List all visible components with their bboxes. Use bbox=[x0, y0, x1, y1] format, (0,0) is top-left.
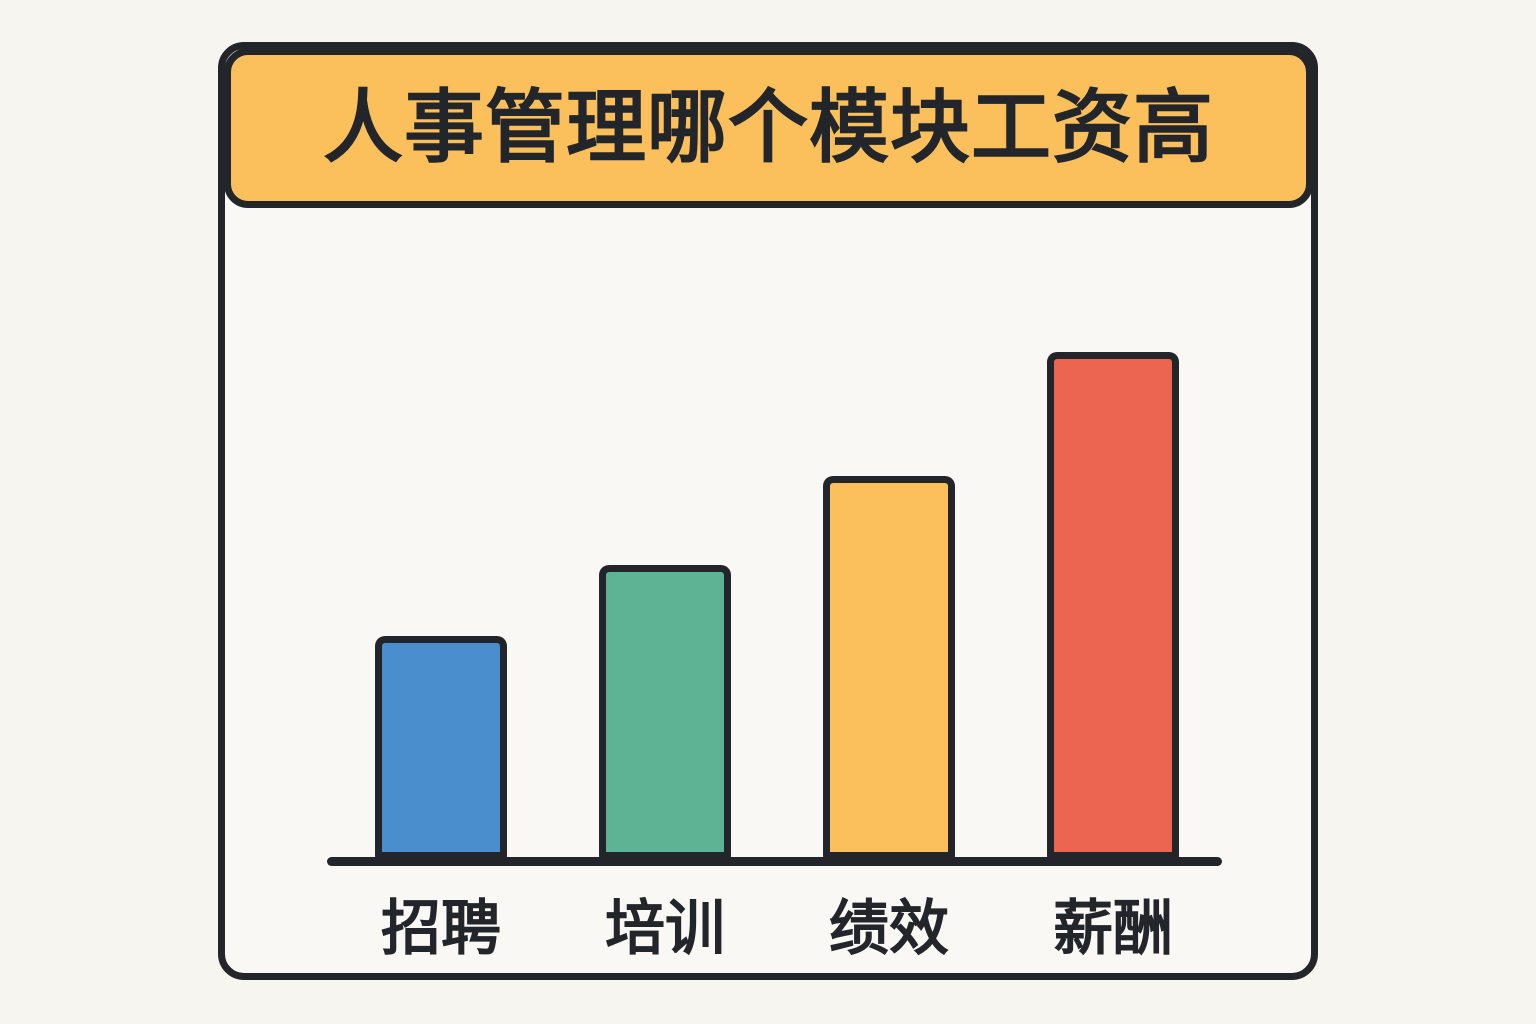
infographic-card: 人事管理哪个模块工资高 招聘 培训 绩效 薪酬 bbox=[218, 42, 1318, 980]
bar-chart: 招聘 培训 绩效 薪酬 bbox=[225, 209, 1311, 973]
card-header-banner: 人事管理哪个模块工资高 bbox=[224, 48, 1313, 208]
bar-label-3: 绩效 bbox=[829, 895, 949, 962]
bar-label-1: 招聘 bbox=[381, 895, 501, 962]
chart-baseline-axis bbox=[327, 857, 1222, 866]
page-title: 人事管理哪个模块工资高 bbox=[323, 83, 1214, 172]
bar-3 bbox=[823, 476, 955, 859]
bar-label-2: 培训 bbox=[605, 895, 725, 962]
bar-label-4: 薪酬 bbox=[1053, 895, 1173, 962]
bar-1 bbox=[375, 636, 507, 859]
bar-2 bbox=[599, 565, 731, 859]
chart-bars-layer: 招聘 培训 绩效 薪酬 bbox=[225, 209, 1311, 973]
bar-4 bbox=[1047, 352, 1179, 859]
